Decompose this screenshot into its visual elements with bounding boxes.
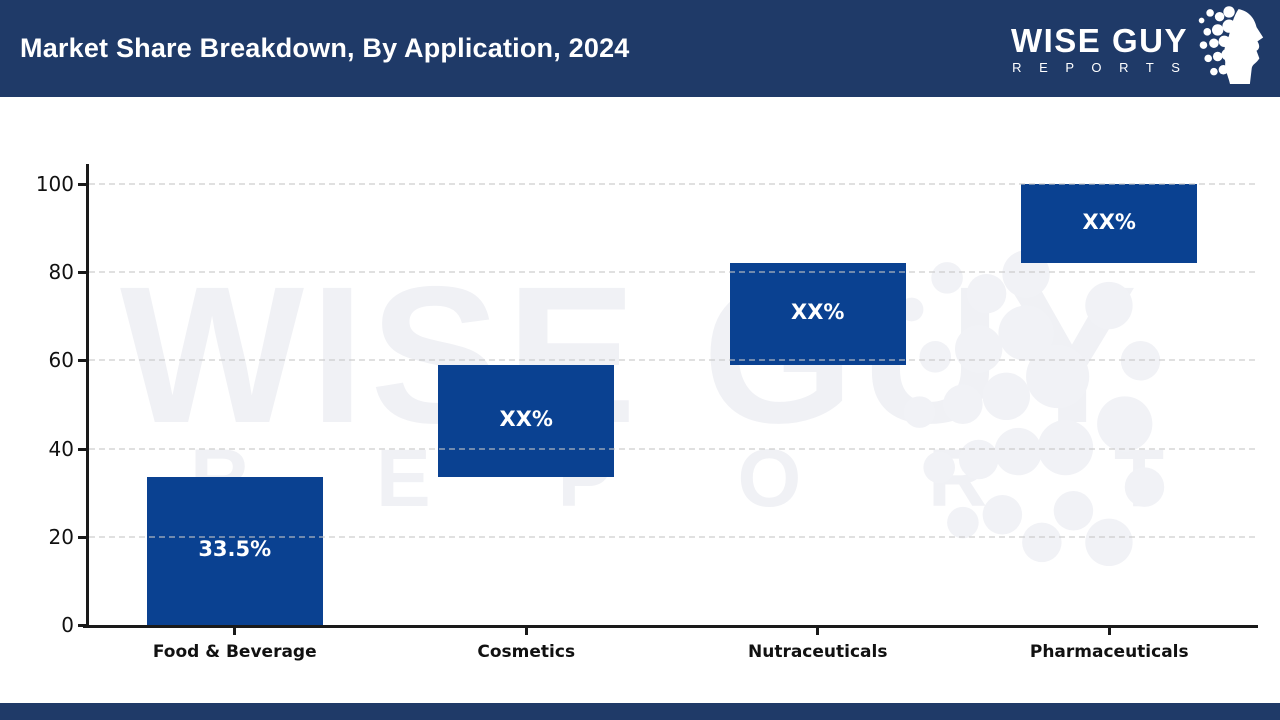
x-tick-label-food-beverage: Food & Beverage xyxy=(152,642,317,662)
bar-nutraceuticals xyxy=(729,263,906,365)
gridline xyxy=(89,183,1255,185)
y-tick-label: 80 xyxy=(48,260,74,285)
bar-pharmaceuticals xyxy=(1021,184,1198,264)
y-tick-mark xyxy=(78,183,87,186)
wiseguy-logo: WISE GUY R E P O R T S xyxy=(1011,5,1266,92)
wiseguy-logo-text: WISE GUY R E P O R T S xyxy=(1011,24,1188,74)
logo-name: WISE GUY xyxy=(1010,21,1188,59)
wiseguy-face-icon xyxy=(1194,5,1266,92)
watermark-text-line2: R E P O R T S xyxy=(190,433,1280,524)
gridline xyxy=(89,271,1255,274)
bar-value-label: 33.5% xyxy=(198,537,272,562)
gridline xyxy=(89,359,1255,362)
bar-value-label: XX% xyxy=(1082,209,1136,234)
x-tick-mark xyxy=(816,628,820,635)
y-tick-label: 60 xyxy=(48,348,74,373)
gridline xyxy=(89,535,1255,538)
y-tick-label: 0 xyxy=(61,613,74,637)
gridline xyxy=(89,447,1255,450)
bar-value-label: XX% xyxy=(791,300,845,325)
logo-tagline: R E P O R T S xyxy=(1012,59,1187,75)
y-tick-label: 40 xyxy=(48,436,74,461)
plot-area: 0 20 40 60 80 100 33.5% Food & Beverage XX% Cosme… xyxy=(0,97,1280,704)
x-tick-label-cosmetics: Cosmetics xyxy=(477,642,576,662)
x-tick-mark xyxy=(524,628,528,635)
y-axis xyxy=(86,164,89,628)
footer-bar xyxy=(0,703,1280,720)
x-tick-mark xyxy=(233,628,237,635)
y-tick-label: 20 xyxy=(48,524,74,549)
y-tick-mark xyxy=(78,271,87,275)
x-tick-mark xyxy=(1107,628,1111,635)
y-tick-mark xyxy=(78,535,87,539)
x-tick-label-nutraceuticals: Nutraceuticals xyxy=(748,642,888,662)
bar-food-beverage xyxy=(146,477,323,625)
x-axis xyxy=(83,625,1258,628)
x-tick-label-pharmaceuticals: Pharmaceuticals xyxy=(1029,642,1189,662)
y-tick-mark xyxy=(78,447,87,451)
header-bar: Market Share Breakdown, By Application, … xyxy=(0,0,1280,97)
chart-title: Market Share Breakdown, By Application, … xyxy=(20,33,630,63)
bar-value-label: XX% xyxy=(499,407,553,432)
y-tick-mark xyxy=(78,624,87,627)
bar-cosmetics xyxy=(438,364,615,478)
y-tick-mark xyxy=(78,359,87,363)
y-tick-label: 100 xyxy=(35,172,74,196)
